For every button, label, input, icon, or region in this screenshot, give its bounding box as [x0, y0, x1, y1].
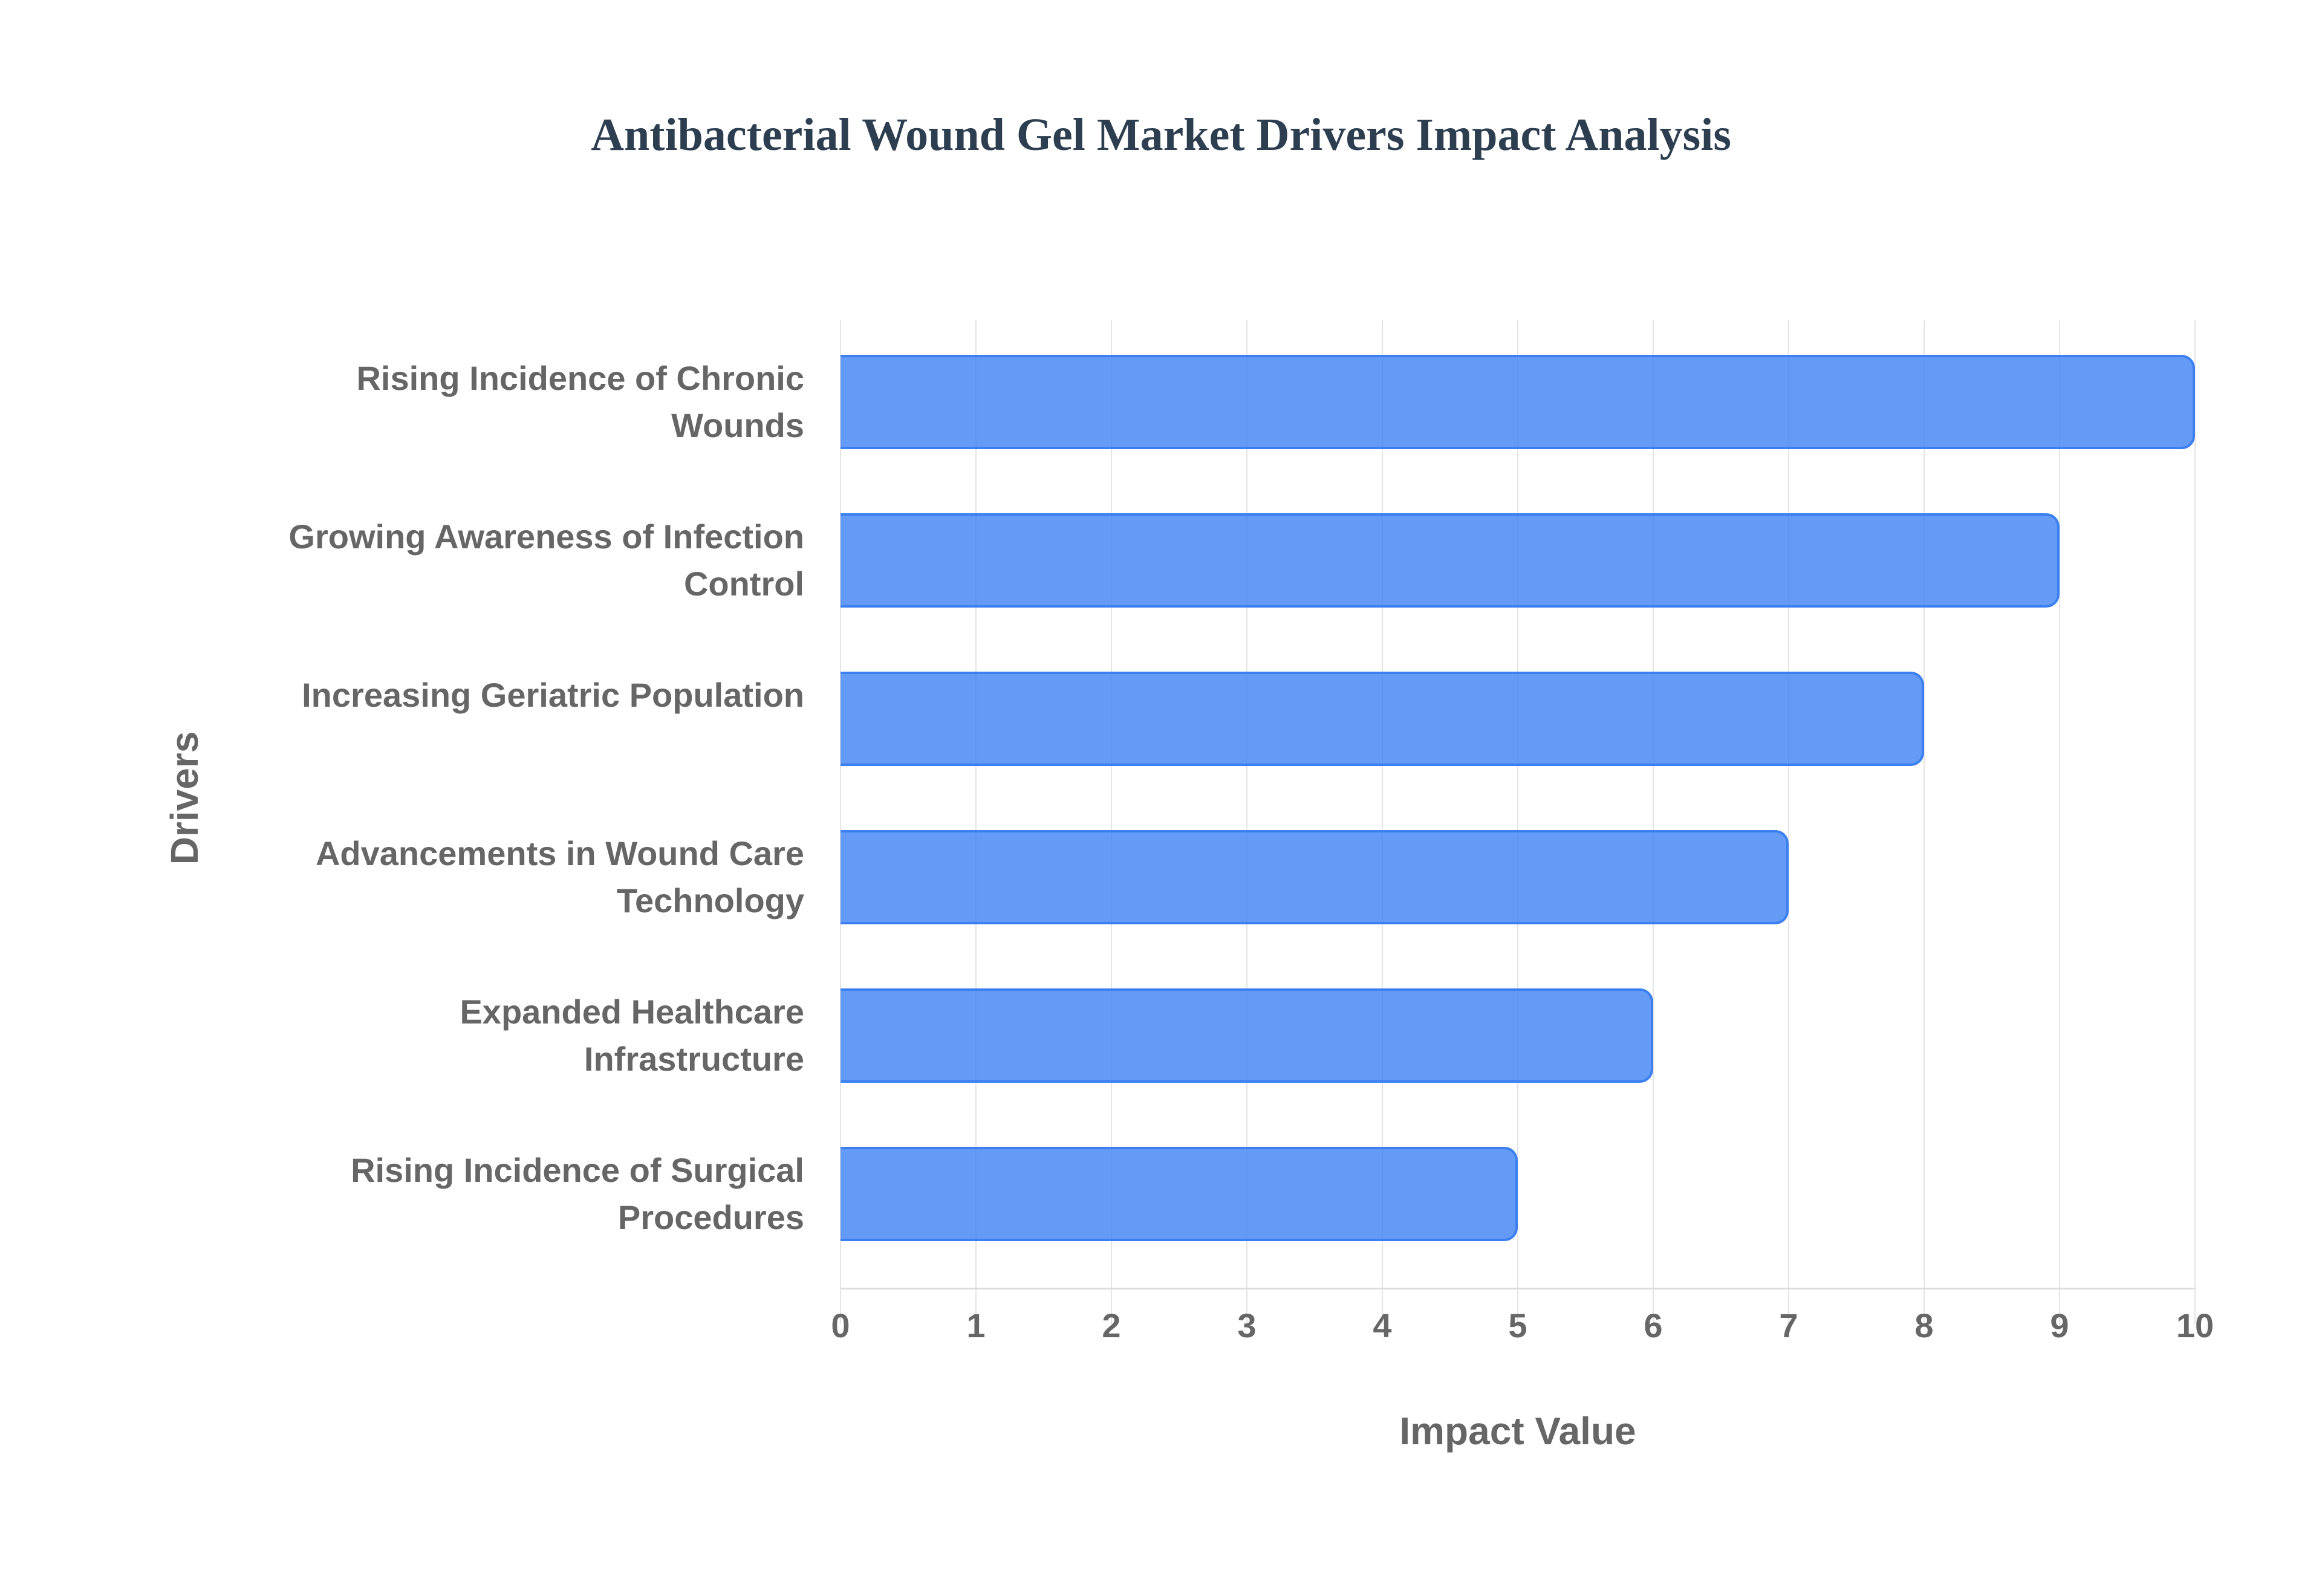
x-tick-label: 0 — [831, 1306, 850, 1345]
x-tick-label: 1 — [966, 1306, 986, 1345]
x-tick-label: 7 — [1779, 1306, 1798, 1345]
x-axis-title: Impact Value — [1399, 1409, 1636, 1453]
x-tick-label: 4 — [1373, 1306, 1392, 1345]
gridline — [1246, 320, 1247, 1324]
bar[interactable] — [841, 513, 2060, 608]
gridline — [840, 320, 841, 1324]
bar[interactable] — [841, 988, 1653, 1083]
bar[interactable] — [841, 830, 1789, 924]
x-tick-label: 10 — [2176, 1306, 2214, 1345]
gridline — [2059, 320, 2060, 1324]
gridline — [1111, 320, 1112, 1324]
plot-area — [840, 320, 2196, 1324]
gridline — [1653, 320, 1654, 1324]
x-axis-line — [841, 1288, 2195, 1289]
gridline — [1924, 320, 1925, 1324]
x-tick-label: 5 — [1508, 1306, 1527, 1345]
bar[interactable] — [841, 1147, 1518, 1241]
x-tick-label: 2 — [1102, 1306, 1121, 1345]
y-tick-label: Growing Awareness of Infection Control — [288, 517, 804, 603]
x-tick-label: 9 — [2050, 1306, 2069, 1345]
x-tick-label: 6 — [1644, 1306, 1663, 1345]
y-tick-label: Rising Incidence of Chronic Wounds — [356, 359, 804, 444]
y-tick-label: Advancements in Wound Care Technology — [315, 834, 804, 920]
gridline — [2194, 320, 2196, 1324]
gridline — [975, 320, 977, 1324]
bar[interactable] — [841, 672, 1924, 766]
y-tick-label: Rising Incidence of Surgical Procedures — [351, 1151, 804, 1236]
bar[interactable] — [841, 355, 2195, 449]
x-tick-label: 8 — [1914, 1306, 1934, 1345]
gridline — [1517, 320, 1518, 1324]
gridline — [1382, 320, 1383, 1324]
y-tick-label: Increasing Geriatric Population — [302, 676, 804, 714]
x-tick-label: 3 — [1237, 1306, 1257, 1345]
y-axis-title: Drivers — [163, 731, 206, 865]
y-tick-label: Expanded Healthcare Infrastructure — [460, 993, 804, 1078]
gridline — [1788, 320, 1789, 1324]
chart-title: Antibacterial Wound Gel Market Drivers I… — [591, 109, 1731, 160]
